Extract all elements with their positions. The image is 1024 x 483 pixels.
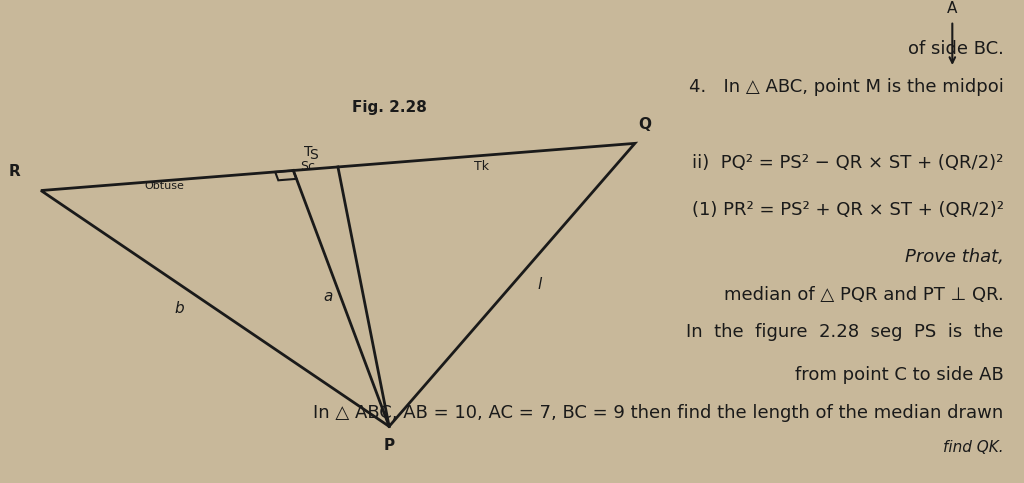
Text: (1) PR² = PS² + QR × ST + (QR/2)²: (1) PR² = PS² + QR × ST + (QR/2)² — [691, 201, 1004, 219]
Text: b: b — [175, 301, 184, 316]
Text: from point C to side AB: from point C to side AB — [795, 366, 1004, 384]
Text: a: a — [324, 289, 333, 304]
Text: In  the  figure  2.28  seg  PS  is  the: In the figure 2.28 seg PS is the — [686, 324, 1004, 341]
Text: of side BC.: of side BC. — [907, 41, 1004, 58]
Text: Fig. 2.28: Fig. 2.28 — [351, 100, 427, 115]
Text: 4.   In △ ABC, point M is the midpoi: 4. In △ ABC, point M is the midpoi — [689, 78, 1004, 96]
Text: Q: Q — [639, 116, 651, 131]
Text: R: R — [9, 164, 20, 179]
Text: S: S — [308, 148, 317, 162]
Text: find QK.: find QK. — [943, 440, 1004, 455]
Text: median of △ PQR and PT ⊥ QR.: median of △ PQR and PT ⊥ QR. — [724, 286, 1004, 304]
Text: Sc: Sc — [300, 160, 314, 173]
Text: ii)  PQ² = PS² − QR × ST + (QR/2)²: ii) PQ² = PS² − QR × ST + (QR/2)² — [692, 154, 1004, 171]
Text: In △ ABC, AB = 10, AC = 7, BC = 9 then find the length of the median drawn: In △ ABC, AB = 10, AC = 7, BC = 9 then f… — [313, 404, 1004, 422]
Text: Prove that,: Prove that, — [904, 248, 1004, 266]
Text: Tk: Tk — [474, 160, 488, 173]
Text: A: A — [947, 1, 957, 16]
Text: Obtuse: Obtuse — [144, 181, 183, 191]
Text: l: l — [538, 277, 542, 292]
Text: T: T — [303, 145, 312, 159]
Text: P: P — [384, 438, 394, 453]
